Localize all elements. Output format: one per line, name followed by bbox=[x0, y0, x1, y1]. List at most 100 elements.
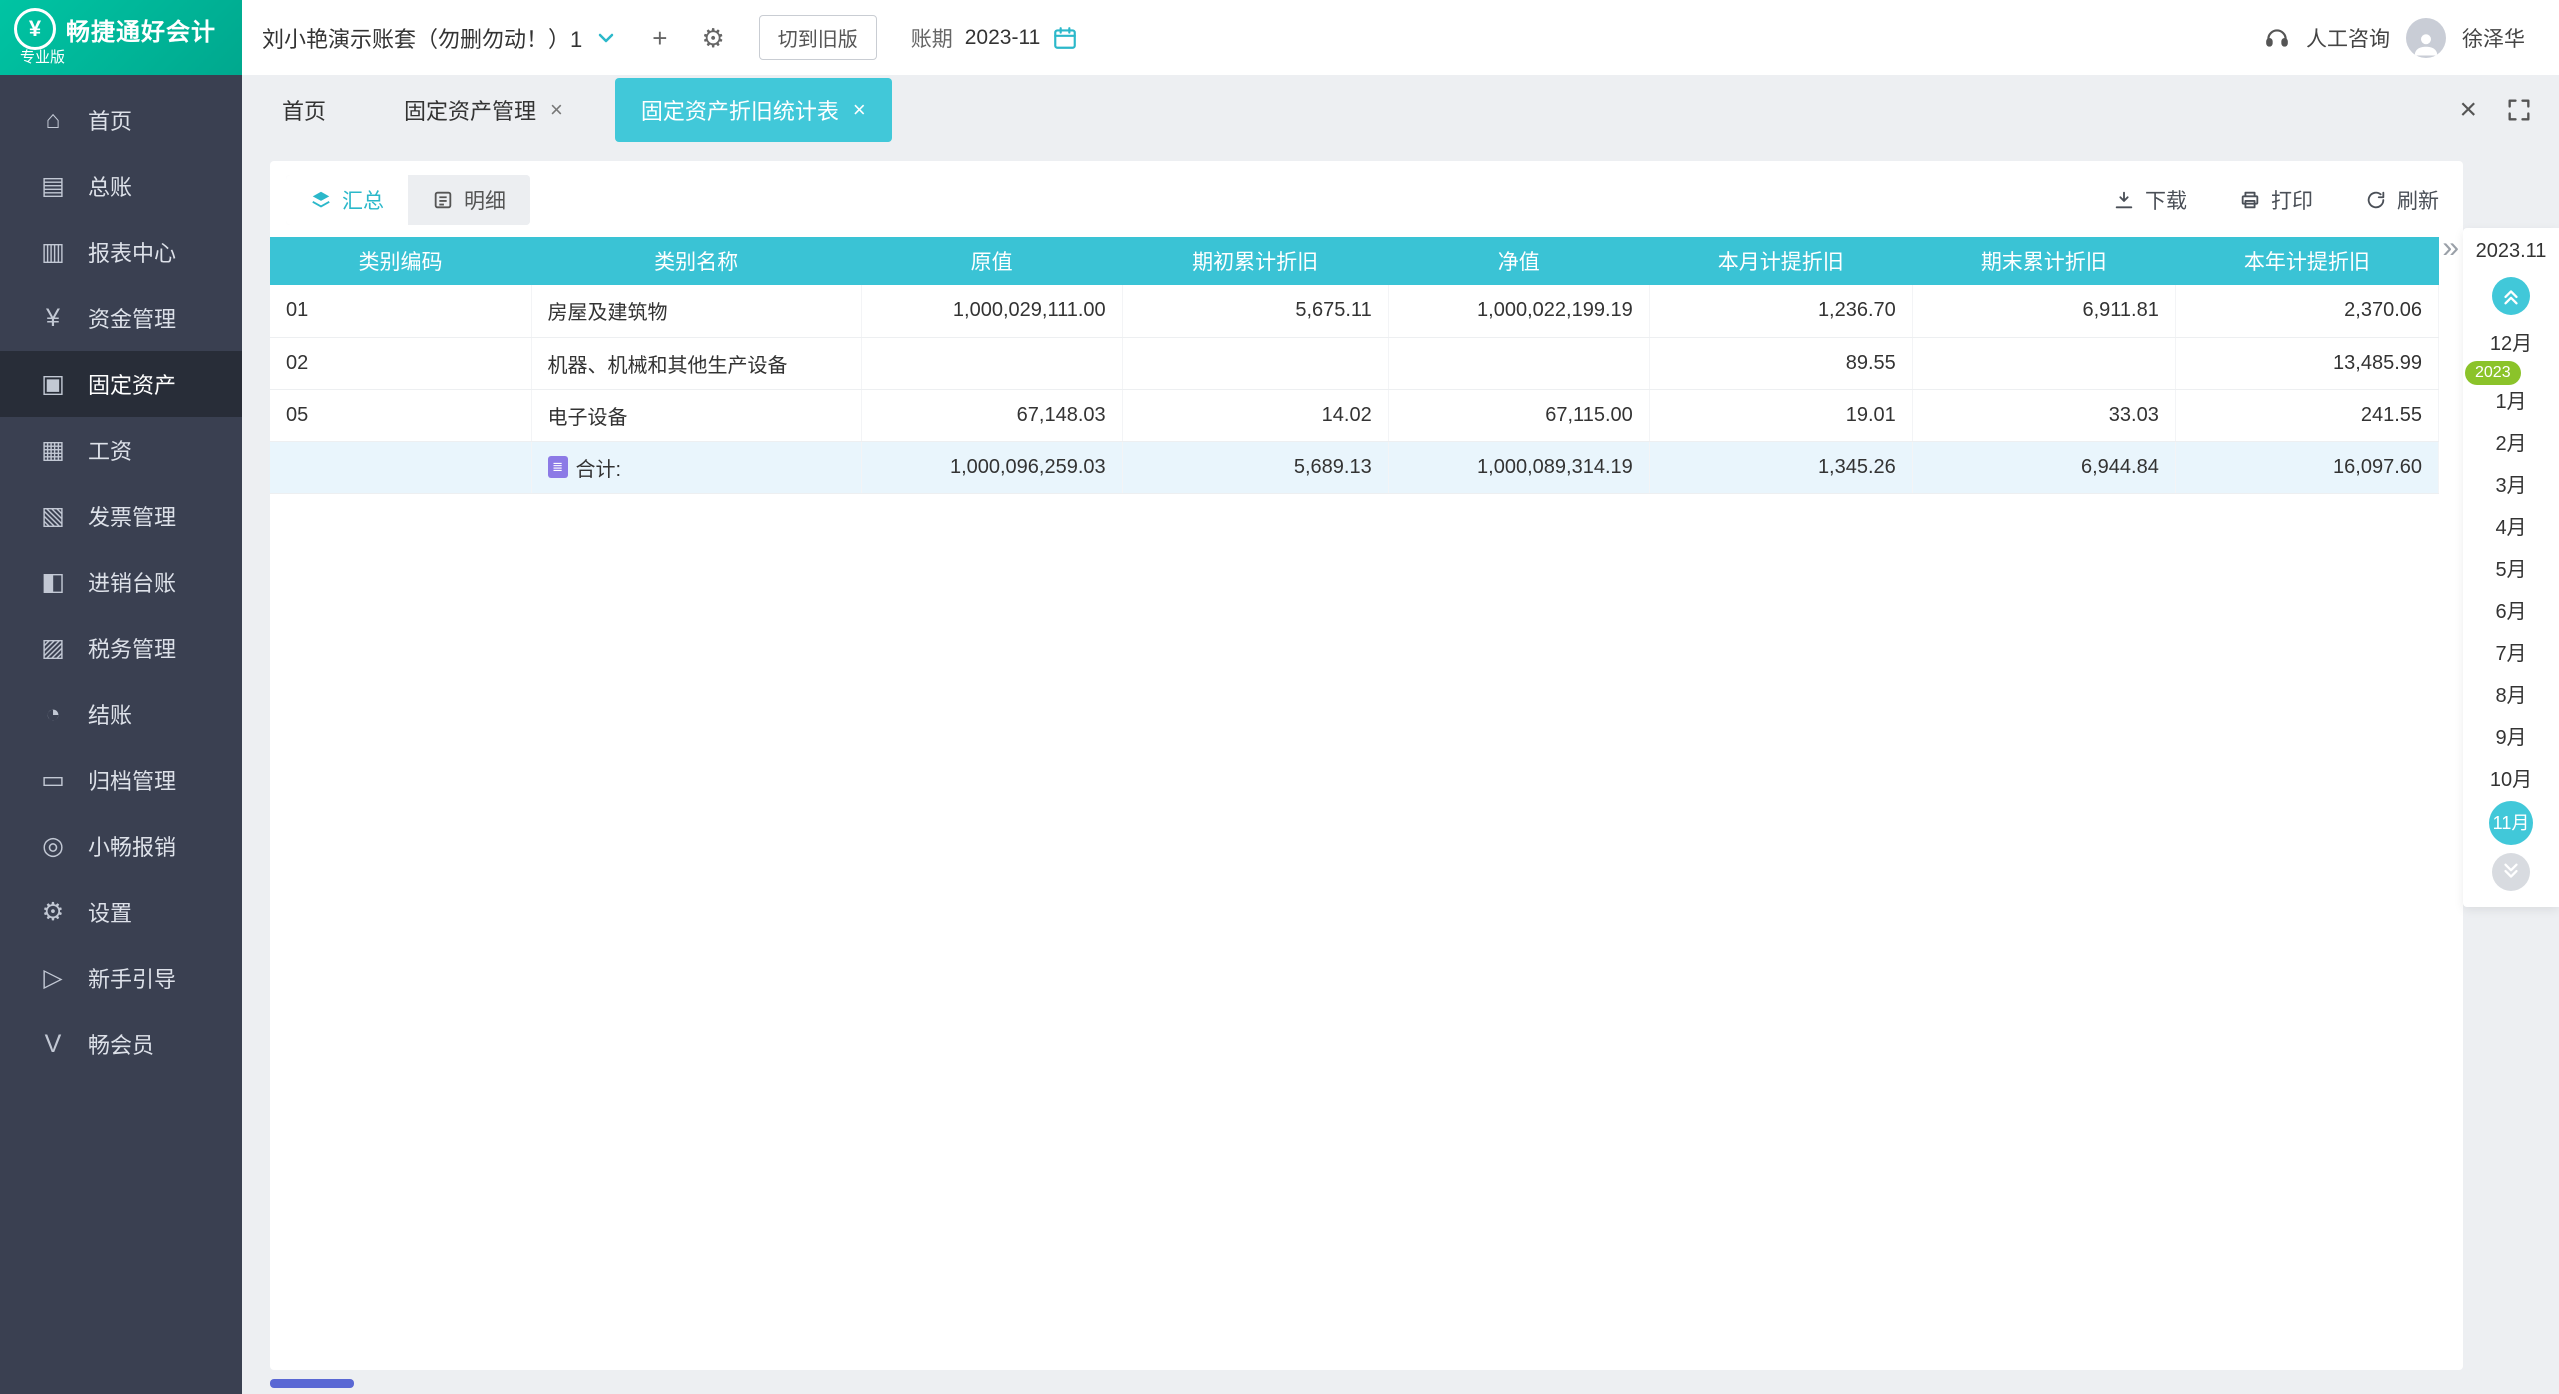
table-cell: 67,148.03 bbox=[861, 389, 1123, 442]
summary-label: 汇总 bbox=[342, 190, 384, 213]
panel-collapse-icon[interactable]: » bbox=[2442, 231, 2459, 264]
month-item[interactable]: 2月 bbox=[2495, 433, 2527, 455]
sidebar-item-purchase-sale-ledger[interactable]: ◧ 进销台账 bbox=[0, 549, 242, 615]
month-item[interactable]: 9月 bbox=[2495, 727, 2527, 749]
table-cell bbox=[1912, 337, 2176, 390]
scroll-down-button[interactable] bbox=[2492, 853, 2530, 891]
table-cell: 33.03 bbox=[1912, 389, 2176, 442]
print-button[interactable]: 打印 bbox=[2239, 185, 2313, 215]
tab-home[interactable]: 首页 bbox=[256, 75, 352, 145]
sidebar-item-general-ledger[interactable]: ▤ 总账 bbox=[0, 153, 242, 219]
sidebar-item-funds[interactable]: ¥ 资金管理 bbox=[0, 285, 242, 351]
table-header-row: 类别编码 类别名称 原值 期初累计折旧 净值 本月计提折旧 期末累计折旧 本年计… bbox=[270, 237, 2439, 285]
table-cell bbox=[861, 337, 1123, 390]
sidebar-item-label: 固定资产 bbox=[88, 373, 177, 398]
member-icon: V bbox=[44, 1029, 62, 1058]
detail-label: 明细 bbox=[464, 190, 506, 213]
table-cell: 19.01 bbox=[1649, 389, 1913, 442]
sidebar-item-home[interactable]: ⌂ 首页 bbox=[0, 87, 242, 153]
table-cell: 2,370.06 bbox=[2175, 285, 2440, 338]
month-item[interactable]: 10月 bbox=[2489, 769, 2533, 791]
table-cell: 1,000,029,111.00 bbox=[861, 285, 1123, 338]
switch-old-version-button[interactable]: 切到旧版 bbox=[758, 15, 877, 60]
tab-fixed-asset-management[interactable]: 固定资产管理 × bbox=[378, 75, 589, 145]
purchase-sale-icon: ◧ bbox=[41, 568, 65, 596]
avatar[interactable] bbox=[2406, 17, 2446, 58]
sidebar-item-member[interactable]: V 畅会员 bbox=[0, 1011, 242, 1077]
chevron-down-icon bbox=[599, 33, 614, 42]
month-item-selected[interactable]: 11月 bbox=[2489, 801, 2533, 845]
fullscreen-icon[interactable] bbox=[2505, 96, 2533, 124]
total-row: ≣ 合计: 1,000,096,259.03 5,689.13 1,000,08… bbox=[270, 441, 2440, 494]
download-label: 下载 bbox=[2145, 190, 2187, 213]
username[interactable]: 徐泽华 bbox=[2462, 27, 2525, 51]
fixed-assets-icon: ▣ bbox=[41, 370, 65, 398]
period-panel-column: 2023.11 12月 2023 1月 2月 3月 4月 5月 6月 7月 8月… bbox=[2463, 145, 2559, 1394]
total-label: 合计: bbox=[575, 458, 622, 481]
table-cell bbox=[270, 441, 532, 494]
sidebar-item-settings[interactable]: ⚙ 设置 bbox=[0, 879, 242, 945]
sidebar-item-report-center[interactable]: ▥ 报表中心 bbox=[0, 219, 242, 285]
accounting-period: 账期 2023-11 bbox=[911, 23, 1079, 53]
table-cell: 1,000,096,259.03 bbox=[861, 441, 1123, 494]
month-item[interactable]: 1月 bbox=[2495, 391, 2527, 413]
month-item[interactable]: 12月 bbox=[2489, 333, 2533, 355]
sidebar-item-label: 税务管理 bbox=[88, 637, 177, 662]
month-item[interactable]: 7月 bbox=[2495, 643, 2527, 665]
account-selector[interactable]: 刘小艳演示账套（勿删勿动！）1 bbox=[262, 22, 618, 54]
tab-close-icon[interactable]: × bbox=[550, 97, 563, 122]
tab-label: 首页 bbox=[282, 99, 327, 124]
scroll-up-button[interactable] bbox=[2492, 277, 2530, 315]
home-icon: ⌂ bbox=[45, 105, 61, 134]
sidebar-item-tax[interactable]: ▨ 税务管理 bbox=[0, 615, 242, 681]
period-panel-title: 2023.11 bbox=[2475, 240, 2547, 262]
sidebar-item-payroll[interactable]: ▦ 工资 bbox=[0, 417, 242, 483]
sidebar-item-closing[interactable]: ◔ 结账 bbox=[0, 681, 242, 747]
sidebar-item-label: 归档管理 bbox=[88, 769, 177, 794]
list-icon bbox=[434, 191, 452, 209]
refresh-label: 刷新 bbox=[2397, 190, 2439, 213]
calendar-icon[interactable] bbox=[1052, 25, 1078, 51]
sidebar-item-label: 首页 bbox=[88, 109, 133, 134]
table-cell: ≣ 合计: bbox=[531, 441, 862, 494]
column-header: 本年计提折旧 bbox=[2175, 237, 2439, 285]
column-header: 类别名称 bbox=[531, 237, 862, 285]
settings-gear-button[interactable]: ⚙ bbox=[701, 22, 725, 53]
close-all-icon[interactable]: × bbox=[2459, 93, 2477, 126]
sidebar-item-label: 小畅报销 bbox=[88, 835, 177, 860]
sidebar-item-fixed-assets[interactable]: ▣ 固定资产 bbox=[0, 351, 242, 417]
period-panel: 2023.11 12月 2023 1月 2月 3月 4月 5月 6月 7月 8月… bbox=[2463, 228, 2559, 907]
edition-label: 专业版 bbox=[20, 49, 66, 66]
month-item[interactable]: 8月 bbox=[2495, 685, 2527, 707]
sidebar-item-guide[interactable]: ▷ 新手引导 bbox=[0, 945, 242, 1011]
column-header: 期初累计折旧 bbox=[1122, 237, 1389, 285]
sidebar-item-expense[interactable]: ◎ 小畅报销 bbox=[0, 813, 242, 879]
sidebar-item-archive[interactable]: ▭ 归档管理 bbox=[0, 747, 242, 813]
tab-close-icon[interactable]: × bbox=[852, 97, 866, 122]
archive-icon: ▭ bbox=[41, 766, 65, 794]
table-cell: 5,675.11 bbox=[1122, 285, 1389, 338]
detail-view-button[interactable]: 明细 bbox=[408, 175, 530, 225]
refresh-button[interactable]: 刷新 bbox=[2365, 185, 2439, 215]
year-badge: 2023 bbox=[2465, 361, 2521, 385]
table-cell: 67,115.00 bbox=[1388, 389, 1650, 442]
month-item[interactable]: 4月 bbox=[2495, 517, 2527, 539]
summary-view-button[interactable]: 汇总 bbox=[286, 175, 408, 225]
tabbar: 首页 固定资产管理 × 固定资产折旧统计表 × × bbox=[242, 75, 2559, 145]
print-icon bbox=[2241, 191, 2259, 209]
headset-icon bbox=[2266, 28, 2288, 47]
support-link[interactable]: 人工咨询 bbox=[2306, 27, 2390, 51]
add-account-button[interactable]: + bbox=[652, 22, 668, 53]
tab-depreciation-report[interactable]: 固定资产折旧统计表 × bbox=[614, 78, 892, 142]
table-cell: 6,944.84 bbox=[1912, 441, 2176, 494]
sidebar-item-invoice[interactable]: ▧ 发票管理 bbox=[0, 483, 242, 549]
sidebar-item-label: 资金管理 bbox=[88, 307, 177, 332]
month-item[interactable]: 6月 bbox=[2495, 601, 2527, 623]
period-value[interactable]: 2023-11 bbox=[964, 25, 1041, 49]
depreciation-table: 类别编码 类别名称 原值 期初累计折旧 净值 本月计提折旧 期末累计折旧 本年计… bbox=[270, 237, 2440, 494]
download-button[interactable]: 下载 bbox=[2113, 185, 2187, 215]
month-item[interactable]: 5月 bbox=[2495, 559, 2527, 581]
month-item[interactable]: 3月 bbox=[2495, 475, 2527, 497]
horizontal-scrollbar-thumb[interactable] bbox=[270, 1379, 354, 1388]
